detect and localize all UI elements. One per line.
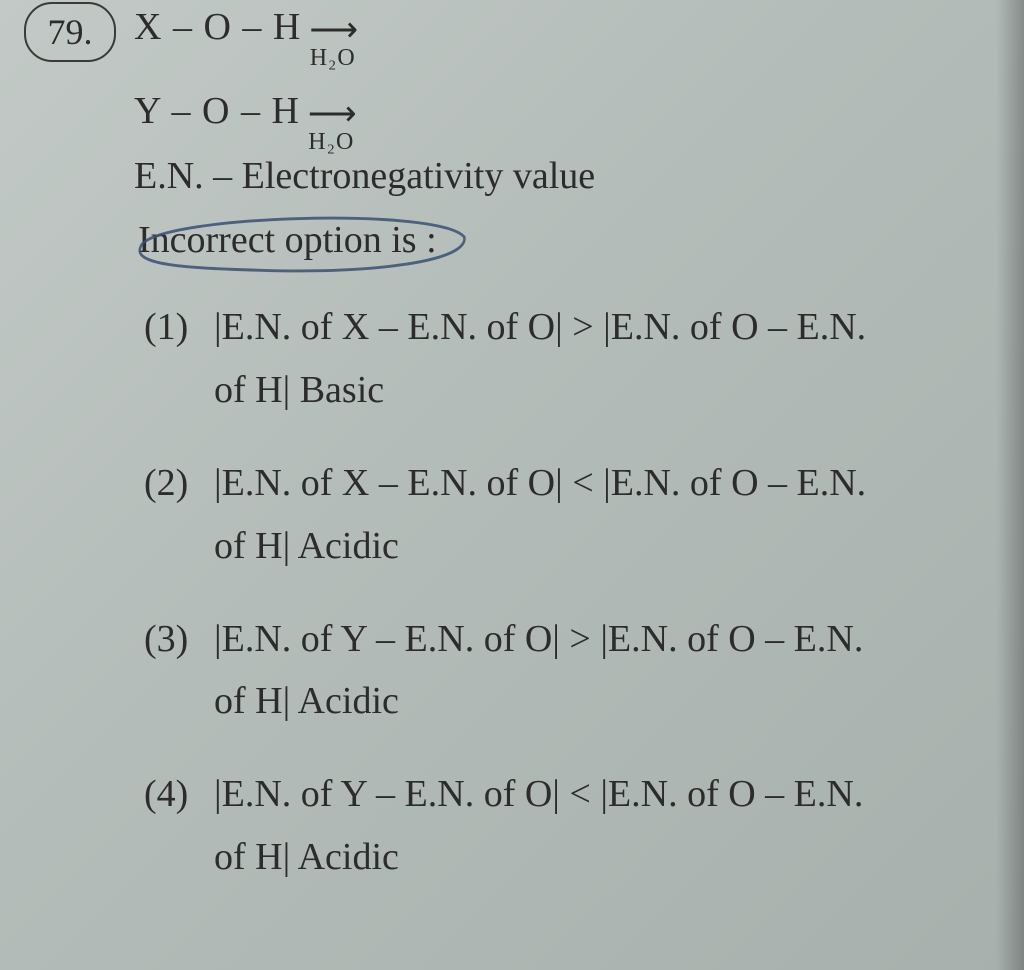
question-number: 79. bbox=[48, 11, 93, 53]
prompt-text: Incorrect option is : bbox=[138, 219, 437, 261]
option-text: |E.N. of Y – E.N. of O| > |E.N. of O – E… bbox=[214, 610, 994, 732]
option-line1: |E.N. of X – E.N. of O| < |E.N. of O – E… bbox=[214, 462, 866, 504]
option-text: |E.N. of X – E.N. of O| > |E.N. of O – E… bbox=[214, 298, 994, 420]
option-line1: |E.N. of Y – E.N. of O| < |E.N. of O – E… bbox=[214, 773, 863, 815]
option-line1: |E.N. of Y – E.N. of O| > |E.N. of O – E… bbox=[214, 618, 863, 660]
option-line1: |E.N. of X – E.N. of O| > |E.N. of O – E… bbox=[214, 306, 866, 348]
question-header-row: 79. X – O – H ⟶ H₂O Y – O – H ⟶ H₂O E.N.… bbox=[24, 0, 994, 262]
option-number: (2) bbox=[144, 454, 214, 576]
equation-line-2: Y – O – H ⟶ H₂O bbox=[134, 84, 994, 140]
option-line2: of H| Acidic bbox=[214, 828, 994, 887]
option-4: (4) |E.N. of Y – E.N. of O| < |E.N. of O… bbox=[144, 765, 994, 887]
prompt-circled: Incorrect option is : bbox=[134, 216, 455, 262]
arrow2-sub: H₂O bbox=[308, 130, 354, 154]
arrow1-sub: H₂O bbox=[310, 46, 356, 70]
option-2: (2) |E.N. of X – E.N. of O| < |E.N. of O… bbox=[144, 454, 994, 576]
option-1: (1) |E.N. of X – E.N. of O| > |E.N. of O… bbox=[144, 298, 994, 420]
option-number: (4) bbox=[144, 765, 214, 887]
reaction-arrow-2: ⟶ H₂O bbox=[308, 98, 355, 154]
option-line2: of H| Acidic bbox=[214, 517, 994, 576]
equation1-lhs: X – O – H bbox=[134, 7, 301, 49]
option-number: (1) bbox=[144, 298, 214, 420]
en-definition: E.N. – Electronegativity value bbox=[134, 154, 994, 198]
question-stem: X – O – H ⟶ H₂O Y – O – H ⟶ H₂O E.N. – E… bbox=[134, 0, 994, 262]
option-line2: of H| Acidic bbox=[214, 672, 994, 731]
arrow-icon: ⟶ bbox=[309, 14, 356, 48]
option-text: |E.N. of X – E.N. of O| < |E.N. of O – E… bbox=[214, 454, 994, 576]
option-text: |E.N. of Y – E.N. of O| < |E.N. of O – E… bbox=[214, 765, 994, 887]
option-number: (3) bbox=[144, 610, 214, 732]
page: 79. X – O – H ⟶ H₂O Y – O – H ⟶ H₂O E.N.… bbox=[0, 0, 1024, 970]
option-3: (3) |E.N. of Y – E.N. of O| > |E.N. of O… bbox=[144, 610, 994, 732]
equation-line-1: X – O – H ⟶ H₂O bbox=[134, 0, 994, 56]
option-line2: of H| Basic bbox=[214, 361, 994, 420]
question-number-oval: 79. bbox=[24, 2, 116, 62]
arrow-icon: ⟶ bbox=[308, 98, 355, 132]
options-list: (1) |E.N. of X – E.N. of O| > |E.N. of O… bbox=[24, 298, 994, 887]
equation2-lhs: Y – O – H bbox=[134, 91, 300, 133]
reaction-arrow-1: ⟶ H₂O bbox=[309, 14, 356, 70]
